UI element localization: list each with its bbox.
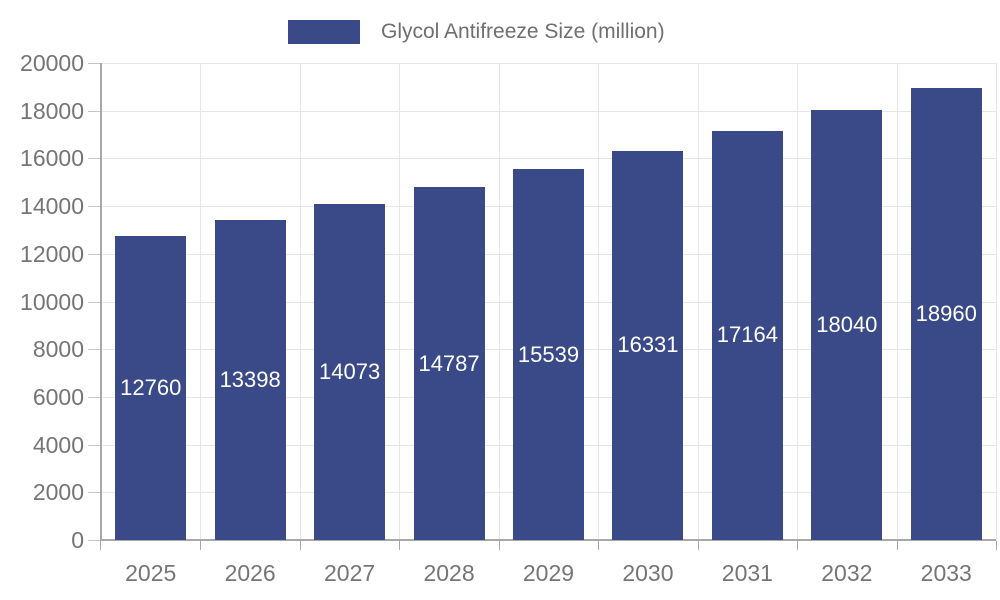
y-axis-tick bbox=[88, 110, 101, 112]
bar[interactable] bbox=[413, 187, 485, 540]
x-axis-line bbox=[100, 539, 996, 541]
bar[interactable] bbox=[513, 169, 584, 540]
x-axis-tick bbox=[598, 541, 600, 550]
y-axis-tick-label: 8000 bbox=[32, 336, 84, 363]
bar-value-label: 18040 bbox=[816, 311, 878, 337]
y-axis-tick bbox=[88, 301, 101, 303]
bar[interactable] bbox=[115, 235, 187, 540]
x-axis-tick-label: 2027 bbox=[324, 560, 376, 586]
x-axis-tick bbox=[100, 541, 101, 550]
y-axis-tick bbox=[88, 444, 101, 446]
bar-value-label: 13398 bbox=[219, 367, 281, 393]
legend-label: Glycol Antifreeze Size (million) bbox=[381, 20, 665, 43]
y-axis-tick-label: 16000 bbox=[20, 145, 84, 172]
x-axis-tick bbox=[697, 541, 699, 550]
x-axis-tick bbox=[896, 541, 898, 550]
y-axis-tick bbox=[88, 158, 101, 160]
gridline-horizontal bbox=[101, 158, 996, 160]
legend-swatch-icon bbox=[288, 20, 360, 44]
gridline-vertical bbox=[896, 63, 898, 540]
bar[interactable] bbox=[811, 109, 883, 540]
bar-value-label: 12760 bbox=[120, 374, 182, 400]
y-axis-tick-label: 6000 bbox=[32, 383, 84, 410]
bar[interactable] bbox=[214, 220, 286, 540]
bar[interactable] bbox=[711, 130, 783, 540]
gridline-vertical bbox=[697, 63, 699, 540]
bar-value-label: 14787 bbox=[418, 350, 480, 376]
bar[interactable] bbox=[314, 204, 386, 540]
x-axis-tick-label: 2033 bbox=[920, 560, 972, 586]
y-axis-tick bbox=[88, 396, 101, 398]
y-axis-tick-label: 20000 bbox=[20, 50, 84, 76]
x-axis-tick bbox=[399, 541, 401, 550]
y-axis-tick-label: 14000 bbox=[20, 193, 84, 220]
gridline-vertical bbox=[797, 63, 799, 540]
gridline-vertical bbox=[200, 63, 202, 540]
bar-value-label: 15539 bbox=[517, 341, 580, 367]
x-axis-tick bbox=[996, 541, 997, 550]
y-axis-line bbox=[100, 63, 102, 540]
x-axis-tick-label: 2032 bbox=[821, 560, 873, 586]
bar-value-label: 18960 bbox=[915, 300, 977, 326]
x-axis-tick-label: 2029 bbox=[522, 560, 575, 586]
y-axis-tick bbox=[88, 492, 101, 494]
bar-value-label: 14073 bbox=[319, 359, 381, 385]
bar-value-label: 16331 bbox=[617, 332, 679, 358]
x-axis-tick bbox=[299, 541, 301, 550]
x-axis-tick-label: 2026 bbox=[224, 560, 276, 586]
x-axis-tick-label: 2031 bbox=[721, 560, 773, 586]
y-axis-tick bbox=[88, 63, 101, 64]
x-axis-tick bbox=[498, 541, 500, 550]
gridline-horizontal bbox=[101, 110, 996, 112]
gridline-vertical bbox=[498, 63, 500, 540]
bar[interactable] bbox=[910, 87, 982, 540]
x-axis-tick bbox=[200, 541, 202, 550]
y-axis-tick-label: 10000 bbox=[20, 288, 84, 315]
gridline-horizontal bbox=[101, 63, 996, 64]
gridline-vertical bbox=[598, 63, 600, 540]
y-axis-tick-label: 12000 bbox=[20, 240, 84, 267]
y-axis-tick bbox=[88, 349, 101, 351]
x-axis-tick bbox=[797, 541, 799, 550]
y-axis-tick-label: 2000 bbox=[32, 479, 84, 506]
bar[interactable] bbox=[612, 150, 684, 540]
gridline-vertical bbox=[299, 63, 301, 540]
y-axis-tick-label: 18000 bbox=[20, 97, 84, 124]
x-axis-tick-label: 2028 bbox=[423, 560, 475, 586]
y-axis-tick bbox=[88, 253, 101, 255]
x-axis-tick-label: 2025 bbox=[125, 560, 177, 586]
y-axis-tick bbox=[88, 206, 101, 208]
y-axis-tick-label: 4000 bbox=[32, 431, 84, 458]
gridline-vertical bbox=[996, 63, 997, 540]
gridline-vertical bbox=[399, 63, 401, 540]
x-axis-tick-label: 2030 bbox=[622, 560, 674, 586]
y-axis-tick-label: 0 bbox=[71, 527, 84, 553]
legend-item[interactable]: Glycol Antifreeze Size (million) bbox=[288, 18, 665, 46]
bar-value-label: 17164 bbox=[716, 322, 778, 348]
y-axis-tick bbox=[88, 540, 101, 541]
